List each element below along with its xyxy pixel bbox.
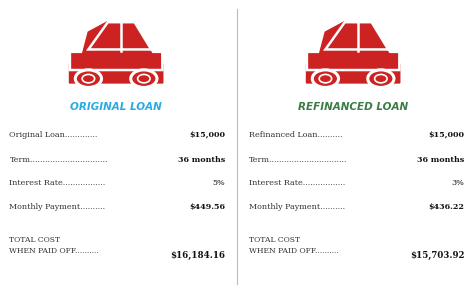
Text: $449.56: $449.56 (189, 203, 225, 211)
Text: Term...............................: Term............................... (249, 155, 347, 164)
FancyBboxPatch shape (304, 62, 401, 85)
Text: $15,000: $15,000 (428, 131, 465, 139)
Text: $15,000: $15,000 (189, 131, 225, 139)
Text: $16,184.16: $16,184.16 (170, 251, 225, 260)
Text: Term...............................: Term............................... (9, 155, 108, 164)
Text: Interest Rate.................: Interest Rate................. (9, 179, 106, 187)
Text: 36 months: 36 months (178, 155, 225, 164)
Polygon shape (70, 20, 162, 70)
Ellipse shape (82, 75, 95, 83)
Text: 36 months: 36 months (417, 155, 465, 164)
Ellipse shape (137, 75, 150, 83)
Text: $15,703.92: $15,703.92 (410, 251, 465, 260)
FancyBboxPatch shape (67, 62, 165, 85)
Text: $436.22: $436.22 (428, 203, 465, 211)
Ellipse shape (319, 75, 332, 83)
Text: Interest Rate.................: Interest Rate................. (249, 179, 345, 187)
Text: Monthly Payment..........: Monthly Payment.......... (249, 203, 345, 211)
Text: Refinanced Loan..........: Refinanced Loan.......... (249, 131, 342, 139)
Text: TOTAL COST
WHEN PAID OFF..........: TOTAL COST WHEN PAID OFF.......... (9, 235, 99, 255)
Text: Monthly Payment..........: Monthly Payment.......... (9, 203, 106, 211)
Ellipse shape (131, 70, 157, 87)
Text: 3%: 3% (452, 179, 465, 187)
Ellipse shape (75, 70, 101, 87)
Text: 5%: 5% (212, 179, 225, 187)
Ellipse shape (368, 70, 394, 87)
Ellipse shape (312, 70, 338, 87)
Text: ORIGINAL LOAN: ORIGINAL LOAN (70, 102, 162, 112)
Ellipse shape (374, 75, 387, 83)
Polygon shape (307, 20, 399, 70)
Text: Original Loan.............: Original Loan............. (9, 131, 98, 139)
Text: TOTAL COST
WHEN PAID OFF..........: TOTAL COST WHEN PAID OFF.......... (249, 235, 338, 255)
Text: REFINANCED LOAN: REFINANCED LOAN (298, 102, 408, 112)
